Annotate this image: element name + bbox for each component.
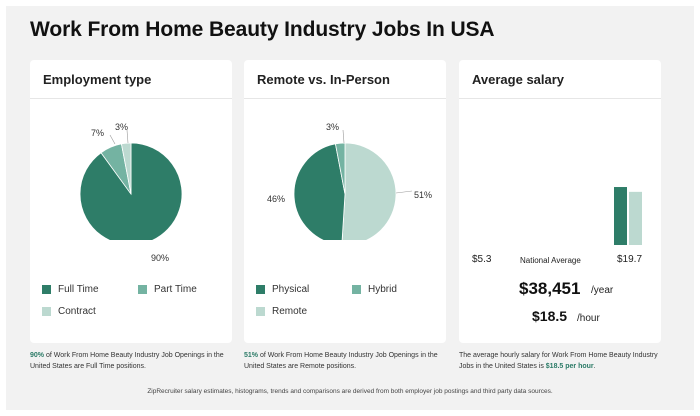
salary-bar-chart: [614, 187, 642, 245]
legend-swatch: [256, 307, 265, 316]
footnote-highlight: 90%: [30, 352, 45, 359]
pie-label-full-time: 90%: [151, 253, 170, 263]
employment-type-heading: Employment type: [30, 60, 232, 99]
legend-swatch: [138, 285, 147, 294]
legend-part-time: Part Time: [138, 284, 197, 295]
pie-slice-full-time: [79, 142, 183, 240]
leader-line: [126, 129, 129, 144]
legend-swatch: [352, 285, 361, 294]
legend-physical: Physical: [256, 284, 309, 295]
leader-line: [109, 134, 116, 145]
footnote-highlight: 51%: [244, 352, 259, 359]
legend-contract: Contract: [42, 306, 96, 317]
legend-swatch: [42, 285, 51, 294]
legend-label: Hybrid: [368, 284, 397, 295]
pie-slice-physical: [293, 143, 346, 240]
legend-full-time: Full Time: [42, 284, 99, 295]
legend-label: Physical: [272, 284, 310, 295]
salary-footnote: The average hourly salary for Work From …: [459, 350, 665, 372]
leader-line: [395, 190, 413, 194]
footnote-highlight: $18.5 per hour: [545, 363, 594, 370]
salary-low-label: $5.3: [472, 254, 492, 265]
pie-slice-remote: [341, 142, 397, 240]
legend-swatch: [42, 307, 51, 316]
infographic-panel: Work From Home Beauty Industry Jobs In U…: [6, 6, 694, 410]
legend-label: Full Time: [58, 284, 99, 295]
salary-bar-this-job: [614, 187, 627, 245]
disclaimer: ZipRecruiter salary estimates, histogram…: [147, 388, 553, 395]
salary-bar-national-average: [629, 191, 642, 245]
legend-label: Part Time: [154, 284, 197, 295]
remote-heading: Remote vs. In-Person: [244, 60, 446, 99]
employment-pie-chart: [79, 129, 183, 240]
average-salary-card: Average salary $5.3 National Average $19…: [459, 60, 661, 343]
legend-swatch: [256, 285, 265, 294]
pie-label-part-time: 7%: [91, 128, 105, 138]
legend-hybrid: Hybrid: [352, 284, 397, 295]
employment-footnote: 90% of Work From Home Beauty Industry Jo…: [30, 350, 236, 372]
footnote-text: The average hourly salary for Work From …: [459, 352, 658, 370]
annual-salary: $38,451: [519, 279, 581, 298]
legend-remote: Remote: [256, 306, 307, 317]
pie-slice-contract: [120, 142, 132, 195]
remote-pie-chart: [293, 129, 413, 240]
footnote-text: of Work From Home Beauty Industry Job Op…: [30, 352, 224, 370]
salary-high-label: $19.7: [617, 254, 643, 265]
remote-vs-in-person-card: Remote vs. In-Person 3% 46% 51% Physical…: [244, 60, 446, 343]
hourly-salary: $18.5: [532, 308, 568, 324]
page-title: Work From Home Beauty Industry Jobs In U…: [30, 18, 495, 41]
legend-label: Remote: [272, 306, 308, 317]
pie-label-physical: 46%: [267, 194, 286, 204]
leader-line: [342, 129, 345, 144]
pie-label-hybrid: 3%: [326, 122, 340, 132]
footnote-end: .: [593, 363, 596, 370]
annual-unit: /year: [591, 285, 614, 296]
footnote-text: of Work From Home Beauty Industry Job Op…: [244, 352, 438, 370]
remote-footnote: 51% of Work From Home Beauty Industry Jo…: [244, 350, 450, 372]
legend-label: Contract: [58, 306, 96, 317]
pie-label-contract: 3%: [115, 122, 129, 132]
hourly-unit: /hour: [577, 313, 600, 324]
pie-label-remote: 51%: [414, 190, 433, 200]
pie-slice-hybrid: [334, 142, 346, 195]
salary-heading: Average salary: [459, 60, 661, 99]
employment-type-card: Employment type 7% 3% 90% Full Time Part…: [30, 60, 232, 343]
national-average-label: National Average: [520, 256, 581, 265]
